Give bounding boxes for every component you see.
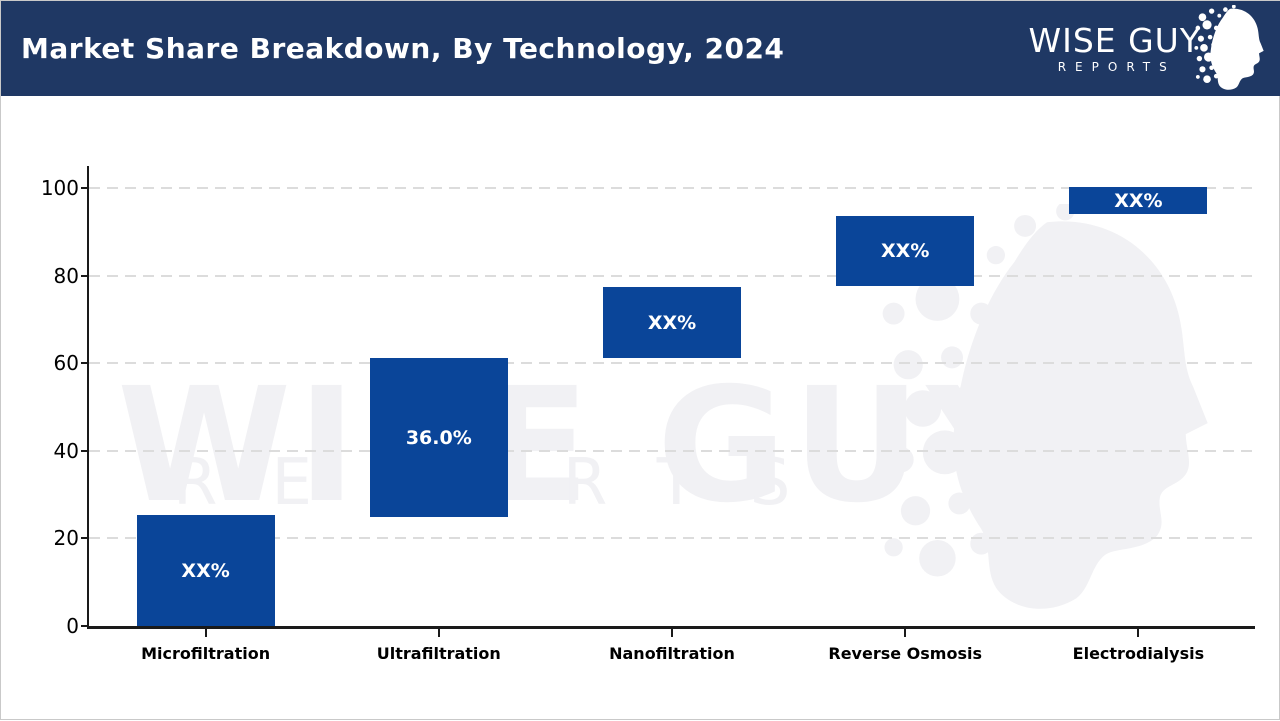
gridline-40 xyxy=(89,449,1255,452)
x-tick-label-2: Nanofiltration xyxy=(609,644,735,663)
x-tick-4 xyxy=(1137,629,1140,637)
bar-microfiltration: XX% xyxy=(136,515,275,626)
brand-logo: WISE GUY REPORTS xyxy=(1023,5,1273,93)
page-title: Market Share Breakdown, By Technology, 2… xyxy=(21,32,785,65)
brand-name: WISE GUY xyxy=(1028,20,1201,60)
x-tick-3 xyxy=(904,629,907,637)
brand-subtitle: REPORTS xyxy=(1057,60,1176,75)
bar-ultrafiltration: 36.0% xyxy=(369,358,508,517)
y-tick-label-20: 20 xyxy=(53,526,79,551)
brand-text: WISE GUY REPORTS xyxy=(1028,20,1201,75)
bar-nanofiltration: XX% xyxy=(603,286,741,359)
bar-value-label: XX% xyxy=(647,311,697,334)
gridline-80 xyxy=(89,274,1255,277)
header-bar: Market Share Breakdown, By Technology, 2… xyxy=(1,1,1280,96)
y-tick-80 xyxy=(81,274,89,277)
y-tick-0 xyxy=(81,625,89,627)
chart-area: WISE GUY REPORTS 0 20 40 60 80 100 XX% Microfil… xyxy=(1,96,1280,721)
y-tick-40 xyxy=(81,449,89,452)
y-tick-label-40: 40 xyxy=(53,438,79,463)
y-tick-label-80: 80 xyxy=(53,263,79,288)
x-tick-2 xyxy=(671,629,673,637)
gridline-20 xyxy=(89,537,1255,540)
y-tick-60 xyxy=(81,362,89,365)
bar-value-label: XX% xyxy=(181,559,230,582)
plot: 0 20 40 60 80 100 XX% Microfiltration 36.0% Ultra… xyxy=(1,96,1280,721)
x-tick-label-1: Ultrafiltration xyxy=(376,644,501,663)
bar-value-label: XX% xyxy=(881,239,930,262)
x-tick-label-0: Microfiltration xyxy=(141,644,271,663)
gridline-100 xyxy=(89,186,1255,189)
x-tick-label-3: Reverse Osmosis xyxy=(828,644,982,663)
y-tick-label-100: 100 xyxy=(40,175,79,200)
y-tick-label-0: 0 xyxy=(66,614,79,638)
bar-value-label: 36.0% xyxy=(405,426,472,449)
bar-electrodialysis: XX% xyxy=(1069,187,1208,215)
y-tick-label-60: 60 xyxy=(53,351,79,376)
x-tick-0 xyxy=(204,629,207,637)
y-tick-20 xyxy=(81,537,89,540)
x-tick-label-4: Electrodialysis xyxy=(1072,644,1205,663)
bar-reverse-osmosis: XX% xyxy=(836,215,975,287)
x-tick-1 xyxy=(437,629,440,637)
bar-value-label: XX% xyxy=(1114,189,1163,212)
y-axis-line xyxy=(87,166,89,629)
y-tick-100 xyxy=(81,186,89,189)
x-axis-line xyxy=(87,626,1255,629)
gridline-60 xyxy=(89,362,1255,365)
